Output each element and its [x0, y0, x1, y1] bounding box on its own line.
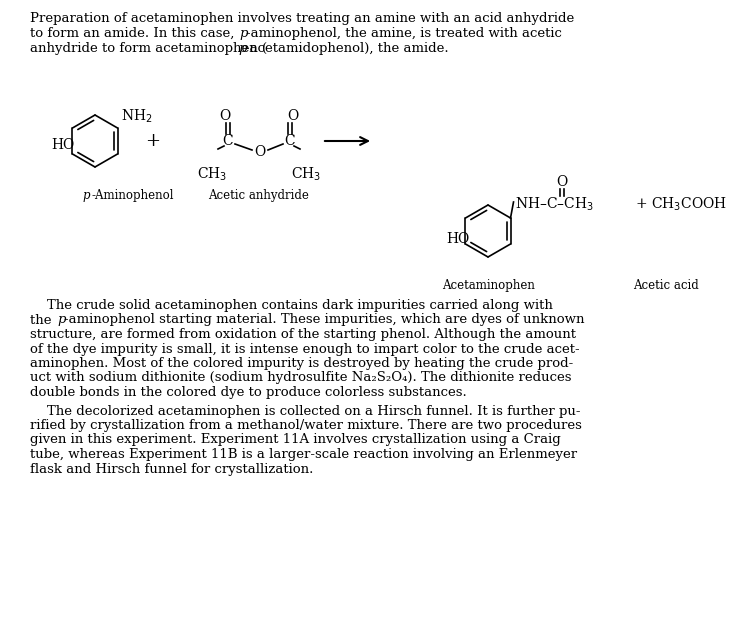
Text: O: O [255, 145, 266, 159]
Text: tube, whereas Experiment 11B is a larger-scale reaction involving an Erlenmeyer: tube, whereas Experiment 11B is a larger… [30, 448, 577, 461]
Text: p: p [238, 42, 246, 55]
Text: -acetamidophenol), the amide.: -acetamidophenol), the amide. [245, 42, 449, 55]
Text: + CH$_3$COOH: + CH$_3$COOH [635, 195, 727, 213]
Text: O: O [219, 109, 231, 123]
Text: p: p [82, 189, 90, 202]
Text: the: the [30, 313, 55, 326]
Text: HO: HO [51, 138, 74, 152]
Text: NH$_2$: NH$_2$ [121, 108, 152, 125]
Text: Acetaminophen: Acetaminophen [442, 279, 535, 292]
Text: HO: HO [446, 232, 470, 246]
Text: flask and Hirsch funnel for crystallization.: flask and Hirsch funnel for crystallizat… [30, 462, 313, 476]
Text: Acetic anhydride: Acetic anhydride [208, 189, 309, 202]
Text: double bonds in the colored dye to produce colorless substances.: double bonds in the colored dye to produ… [30, 386, 467, 399]
Text: p: p [239, 27, 247, 40]
Text: The decolorized acetaminophen is collected on a Hirsch funnel. It is further pu-: The decolorized acetaminophen is collect… [30, 404, 580, 418]
Text: C: C [285, 134, 295, 148]
Text: The crude solid acetaminophen contains dark impurities carried along with: The crude solid acetaminophen contains d… [30, 299, 553, 312]
Text: uct with sodium dithionite (sodium hydrosulfite Na₂S₂O₄). The dithionite reduces: uct with sodium dithionite (sodium hydro… [30, 372, 571, 384]
Text: C: C [222, 134, 233, 148]
Text: -aminophenol, the amine, is treated with acetic: -aminophenol, the amine, is treated with… [246, 27, 562, 40]
Text: -aminophenol starting material. These impurities, which are dyes of unknown: -aminophenol starting material. These im… [64, 313, 584, 326]
Text: p: p [57, 313, 65, 326]
Text: to form an amide. In this case,: to form an amide. In this case, [30, 27, 239, 40]
Text: NH–C–CH$_3$: NH–C–CH$_3$ [515, 195, 593, 213]
Text: aminophen. Most of the colored impurity is destroyed by heating the crude prod-: aminophen. Most of the colored impurity … [30, 357, 573, 370]
Text: O: O [288, 109, 299, 123]
Text: of the dye impurity is small, it is intense enough to impart color to the crude : of the dye impurity is small, it is inte… [30, 343, 580, 355]
Text: -Aminophenol: -Aminophenol [92, 189, 175, 202]
Text: given in this experiment. Experiment 11A involves crystallization using a Craig: given in this experiment. Experiment 11A… [30, 433, 561, 447]
Text: Acetic acid: Acetic acid [633, 279, 699, 292]
Text: anhydride to form acetaminophen (: anhydride to form acetaminophen ( [30, 42, 267, 55]
Text: +: + [145, 132, 160, 150]
Text: Preparation of acetaminophen involves treating an amine with an acid anhydride: Preparation of acetaminophen involves tr… [30, 12, 574, 25]
Text: structure, are formed from oxidation of the starting phenol. Although the amount: structure, are formed from oxidation of … [30, 328, 576, 341]
Text: rified by crystallization from a methanol/water mixture. There are two procedure: rified by crystallization from a methano… [30, 419, 582, 432]
Text: CH$_3$: CH$_3$ [197, 166, 227, 184]
Text: CH$_3$: CH$_3$ [291, 166, 321, 184]
Text: O: O [556, 175, 567, 189]
